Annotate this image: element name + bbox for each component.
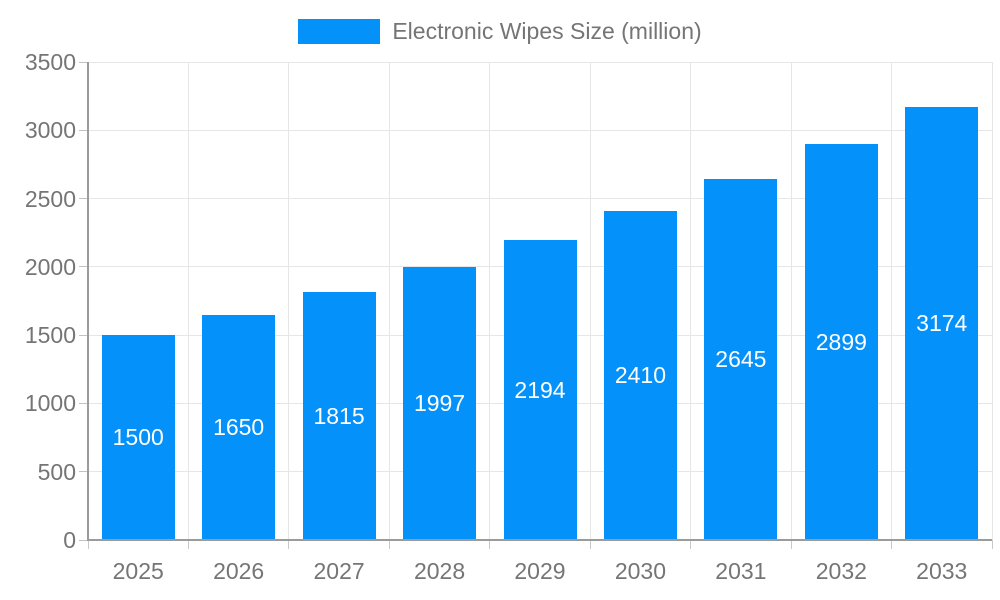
x-gridline (187, 62, 189, 540)
bar-value-label: 1650 (213, 413, 265, 440)
y-gridline (88, 129, 992, 131)
x-axis-tick (489, 540, 491, 549)
y-gridline (88, 198, 992, 200)
y-axis-tick (79, 129, 88, 131)
legend-swatch (298, 19, 381, 44)
y-axis-tick (79, 266, 88, 268)
y-axis-label: 2000 (24, 253, 76, 280)
bar-2031: 2645 (704, 178, 778, 540)
y-axis-label: 1000 (24, 390, 76, 417)
x-axis-label: 2025 (112, 558, 164, 584)
y-axis-tick (79, 471, 88, 473)
legend: Electronic Wipes Size (million) (0, 18, 1000, 45)
y-axis-tick (79, 61, 88, 63)
x-gridline (388, 62, 390, 540)
x-gridline (690, 62, 692, 540)
x-gridline (489, 62, 491, 540)
x-axis-label: 2030 (614, 558, 667, 584)
x-axis-tick (991, 540, 993, 549)
x-axis-label: 2028 (413, 558, 466, 584)
x-gridline (589, 62, 591, 540)
x-axis-label: 2026 (213, 558, 265, 584)
bar-2033: 3174 (905, 106, 979, 540)
bar-2032: 2899 (804, 144, 878, 540)
bar-value-label: 1815 (313, 402, 365, 429)
x-gridline (991, 62, 993, 540)
y-axis-tick (79, 334, 88, 336)
y-axis-label: 0 (63, 527, 76, 553)
bar-value-label: 2410 (614, 361, 667, 388)
y-axis-label: 3000 (24, 117, 76, 144)
y-gridline (88, 61, 992, 63)
bar-value-label: 3174 (916, 309, 968, 336)
bar-2030: 2410 (603, 210, 677, 540)
bar-2026: 1650 (202, 314, 276, 540)
x-axis-tick (790, 540, 792, 549)
x-axis-tick (87, 540, 89, 549)
bar-2027: 1815 (302, 292, 376, 540)
x-gridline (891, 62, 893, 540)
y-axis-tick (79, 539, 88, 541)
x-axis-tick (891, 540, 893, 549)
x-axis-tick (690, 540, 692, 549)
bar-2029: 2194 (503, 240, 577, 540)
x-axis-tick (388, 540, 390, 549)
x-gridline (288, 62, 290, 540)
x-axis-line (87, 539, 992, 541)
bar-value-label: 2194 (514, 376, 566, 403)
bar-value-label: 2899 (815, 328, 867, 355)
y-axis-tick (79, 198, 88, 200)
bar-value-label: 1997 (413, 390, 466, 417)
x-axis-label: 2029 (514, 558, 566, 584)
x-axis-tick (589, 540, 591, 549)
y-axis-tick (79, 402, 88, 404)
y-axis-line (87, 62, 89, 541)
bar-value-label: 2645 (715, 345, 767, 372)
y-axis-label: 2500 (24, 185, 76, 212)
x-axis-label: 2032 (815, 558, 867, 584)
x-axis-label: 2031 (715, 558, 767, 584)
x-axis-label: 2027 (313, 558, 365, 584)
legend-label: Electronic Wipes Size (million) (392, 18, 702, 44)
x-axis-label: 2033 (916, 558, 968, 584)
bar-2025: 1500 (101, 335, 175, 540)
y-axis-label: 1500 (24, 322, 76, 349)
x-axis-tick (288, 540, 290, 549)
y-axis-label: 500 (37, 458, 76, 485)
x-gridline (790, 62, 792, 540)
bar-2028: 1997 (403, 267, 477, 540)
y-axis-label: 3500 (24, 49, 76, 75)
x-axis-tick (187, 540, 189, 549)
bar-value-label: 1500 (112, 424, 164, 451)
